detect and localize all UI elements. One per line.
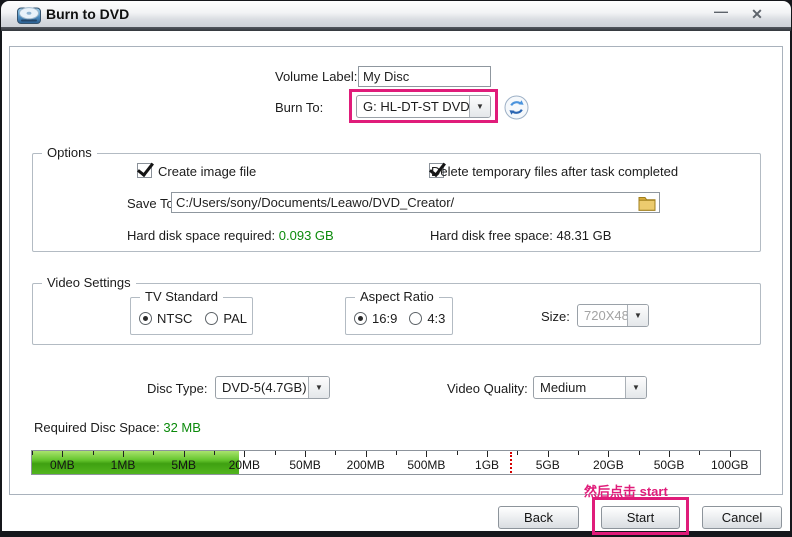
size-value: 720X480 — [584, 308, 627, 323]
disc-capacity-marker — [509, 452, 512, 473]
chevron-down-icon: ▼ — [625, 377, 646, 398]
chevron-down-icon: ▼ — [308, 377, 329, 398]
volume-label-label: Volume Label: — [275, 69, 358, 84]
video-settings-group-title: Video Settings — [42, 275, 136, 290]
content-panel — [9, 46, 783, 495]
hdd-required-row: Hard disk space required: 0.093 GB — [127, 228, 334, 243]
save-to-label: Save To: — [127, 196, 178, 211]
hdd-free-row: Hard disk free space: 48.31 GB — [430, 228, 611, 243]
radio-16-9[interactable]: 16:9 — [354, 311, 397, 326]
create-image-label: Create image file — [158, 164, 257, 179]
disc-space-bar: 0MB 1MB 5MB 20MB 50MB 200MB 500MB 1GB 5G… — [31, 450, 761, 475]
delete-temp-checkbox[interactable] — [428, 163, 444, 178]
minimize-button[interactable]: — — [714, 3, 728, 19]
hdd-free-label: Hard disk free space: — [430, 228, 553, 243]
burn-to-label: Burn To: — [275, 100, 324, 115]
radio-ntsc-label: NTSC — [157, 311, 193, 326]
aspect-ratio-title: Aspect Ratio — [355, 289, 439, 304]
radio-4-3-label: 4:3 — [427, 311, 446, 326]
radio-ntsc[interactable]: NTSC — [139, 311, 192, 326]
video-quality-value: Medium — [540, 380, 587, 395]
tv-standard-group: TV Standard NTSC PAL — [130, 289, 253, 335]
required-disc-space-label: Required Disc Space: — [34, 420, 160, 435]
save-to-input[interactable] — [171, 192, 660, 213]
burn-to-dropdown[interactable]: G: HL-DT-ST DVD... ▼ — [356, 95, 491, 118]
cancel-button[interactable]: Cancel — [702, 506, 782, 529]
scale-label: 200MB — [346, 458, 385, 472]
radio-16-9-label: 16:9 — [372, 311, 398, 326]
scale-label: 1GB — [475, 458, 500, 472]
folder-browse-icon[interactable] — [638, 195, 656, 211]
scale-label: 50MB — [289, 458, 321, 472]
size-label: Size: — [541, 309, 570, 324]
radio-pal-label: PAL — [223, 311, 247, 326]
scale-label: 1MB — [110, 458, 136, 472]
chevron-down-icon: ▼ — [627, 305, 648, 326]
scale-label: 500MB — [407, 458, 446, 472]
scale-label: 5GB — [535, 458, 560, 472]
radio-4-3[interactable]: 4:3 — [409, 311, 445, 326]
disc-type-label: Disc Type: — [147, 381, 208, 396]
title-bar: Burn to DVD — ✕ — [1, 1, 791, 27]
tutorial-annotation: 然后点击 start — [584, 484, 668, 499]
scale-label: 20GB — [593, 458, 624, 472]
back-button[interactable]: Back — [498, 506, 579, 529]
hdd-free-value: 48.31 GB — [556, 228, 612, 243]
scale-label: 20MB — [228, 458, 261, 472]
aspect-ratio-group: Aspect Ratio 16:9 4:3 — [345, 289, 453, 335]
hdd-required-label: Hard disk space required: — [127, 228, 276, 243]
window-title: Burn to DVD — [46, 6, 130, 22]
required-disc-space-value: 32 MB — [163, 420, 201, 435]
options-group-title: Options — [42, 145, 97, 160]
scale-label: 5MB — [171, 458, 197, 472]
video-quality-dropdown[interactable]: Medium ▼ — [533, 376, 647, 399]
chevron-down-icon: ▼ — [469, 96, 490, 117]
hdd-required-value: 0.093 GB — [278, 228, 334, 243]
tv-standard-title: TV Standard — [140, 289, 223, 304]
titlebar-divider — [1, 27, 791, 31]
disc-space-fill — [32, 451, 239, 474]
refresh-icon[interactable] — [504, 95, 529, 120]
disc-type-value: DVD-5(4.7GB) — [222, 380, 307, 395]
delete-temp-label: Delete temporary files after task comple… — [431, 164, 679, 179]
scale-label: 100GB — [711, 458, 749, 472]
close-button[interactable]: ✕ — [751, 5, 763, 22]
scale-label: 50GB — [653, 458, 685, 472]
radio-pal-circle — [205, 312, 219, 325]
size-dropdown: 720X480 ▼ — [577, 304, 649, 327]
radio-pal[interactable]: PAL — [205, 311, 247, 326]
radio-ntsc-circle — [139, 312, 152, 325]
video-quality-label: Video Quality: — [447, 381, 528, 396]
video-settings-group: Video Settings — [32, 275, 761, 345]
disc-burner-icon — [17, 7, 41, 24]
start-button[interactable]: Start — [601, 506, 680, 529]
required-disc-space-row: Required Disc Space: 32 MB — [34, 420, 201, 435]
radio-16-9-circle — [354, 312, 367, 325]
radio-4-3-circle — [409, 312, 423, 325]
create-image-checkbox[interactable] — [137, 163, 152, 178]
options-group: Options — [32, 145, 761, 252]
burn-to-value: G: HL-DT-ST DVD... — [363, 99, 469, 114]
volume-label-input[interactable] — [358, 66, 491, 87]
scale-label: 0MB — [49, 458, 75, 472]
disc-type-dropdown[interactable]: DVD-5(4.7GB) ▼ — [215, 376, 330, 399]
